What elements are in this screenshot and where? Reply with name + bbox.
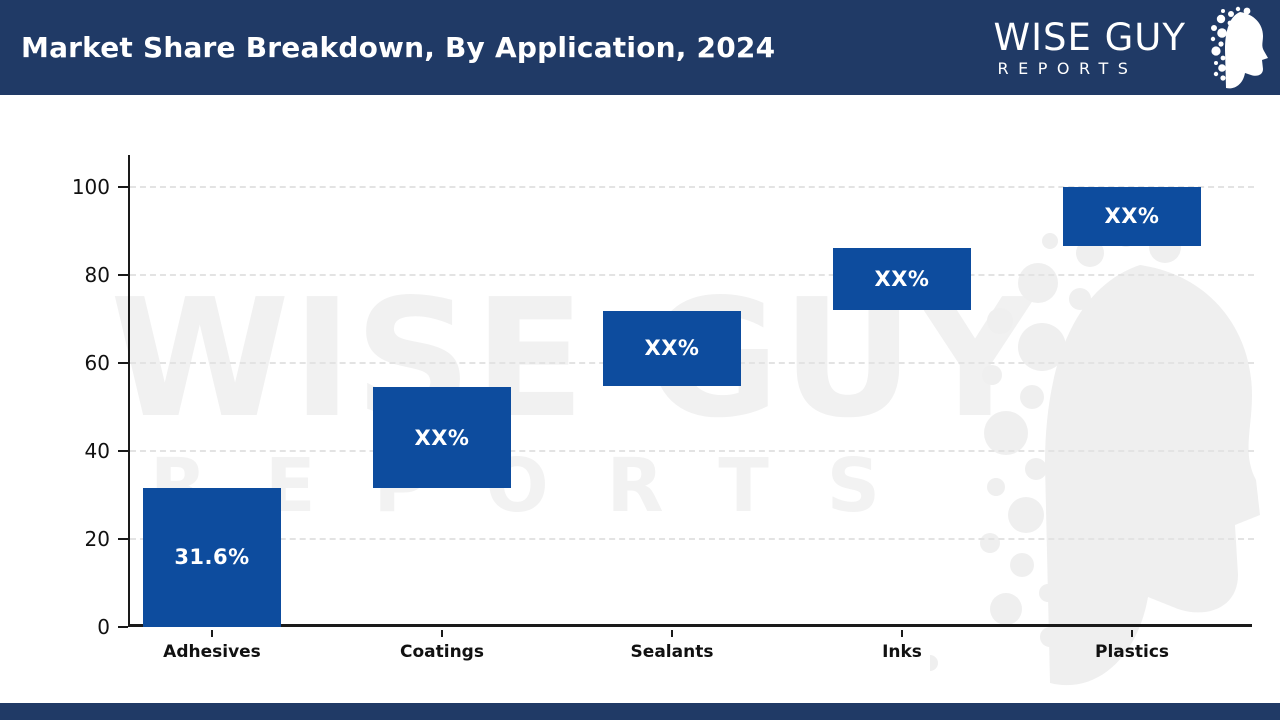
bar-adhesives: 31.6%: [143, 487, 281, 627]
bar-value-label: XX%: [1104, 204, 1160, 229]
y-tick-label: 0: [97, 615, 110, 639]
gridline-y-40: [130, 450, 1254, 452]
gridline-y-20: [130, 538, 1254, 540]
x-axis-label-inks: Inks: [882, 642, 922, 662]
dotted-head-profile-watermark: [930, 227, 1260, 686]
bar-plastics: XX%: [1063, 187, 1201, 246]
y-tick-label: 20: [84, 527, 110, 551]
y-tick-mark: [118, 362, 128, 364]
bar-value-label: XX%: [644, 336, 700, 361]
x-axis-label-plastics: Plastics: [1094, 642, 1170, 662]
x-axis-label-adhesives: Adhesives: [163, 642, 261, 662]
brand-logo-text: WISE GUY REPORTS: [993, 16, 1186, 79]
bar-coatings: XX%: [373, 387, 511, 488]
dotted-head-profile-icon: [1210, 6, 1268, 89]
header-bar: Market Share Breakdown, By Application, …: [0, 0, 1280, 95]
plot-frame: 0 20 40 60 80 100 31.6% Adhesives XX% Coatings XX%…: [72, 155, 1254, 662]
y-tick-label: 40: [84, 439, 110, 463]
x-tick-mark: [441, 630, 443, 637]
page-title: Market Share Breakdown, By Application, …: [21, 31, 776, 64]
bar-inks: XX%: [833, 247, 971, 310]
footer-bar: [0, 703, 1280, 720]
y-tick-mark: [118, 186, 128, 188]
y-tick-mark: [118, 626, 128, 628]
bar-sealants: XX%: [603, 310, 741, 387]
y-tick-mark: [118, 274, 128, 276]
y-tick-label: 60: [84, 351, 110, 375]
x-tick-mark: [1131, 630, 1133, 637]
gridline-y-100: [130, 186, 1254, 188]
gridline-y-80: [130, 274, 1254, 276]
bar-value-label: XX%: [874, 266, 930, 291]
x-tick-mark: [211, 630, 213, 637]
bar-value-label: XX%: [414, 425, 470, 450]
x-tick-mark: [901, 630, 903, 637]
brand-logo: WISE GUY REPORTS: [994, 6, 1272, 90]
y-tick-mark: [118, 538, 128, 540]
y-tick-mark: [118, 450, 128, 452]
bar-value-label: 31.6%: [174, 545, 250, 570]
x-tick-mark: [671, 630, 673, 637]
x-axis-label-sealants: Sealants: [630, 642, 714, 662]
y-tick-label: 80: [84, 263, 110, 287]
chart-area: WISE GUY REPORTS 0 20 40 60 80 100 31.6% Adhesi…: [0, 95, 1280, 703]
brand-name: WISE GUY: [993, 16, 1186, 59]
brand-subtitle: REPORTS: [997, 59, 1138, 78]
x-axis-label-coatings: Coatings: [400, 642, 484, 662]
y-tick-label: 100: [71, 175, 110, 199]
